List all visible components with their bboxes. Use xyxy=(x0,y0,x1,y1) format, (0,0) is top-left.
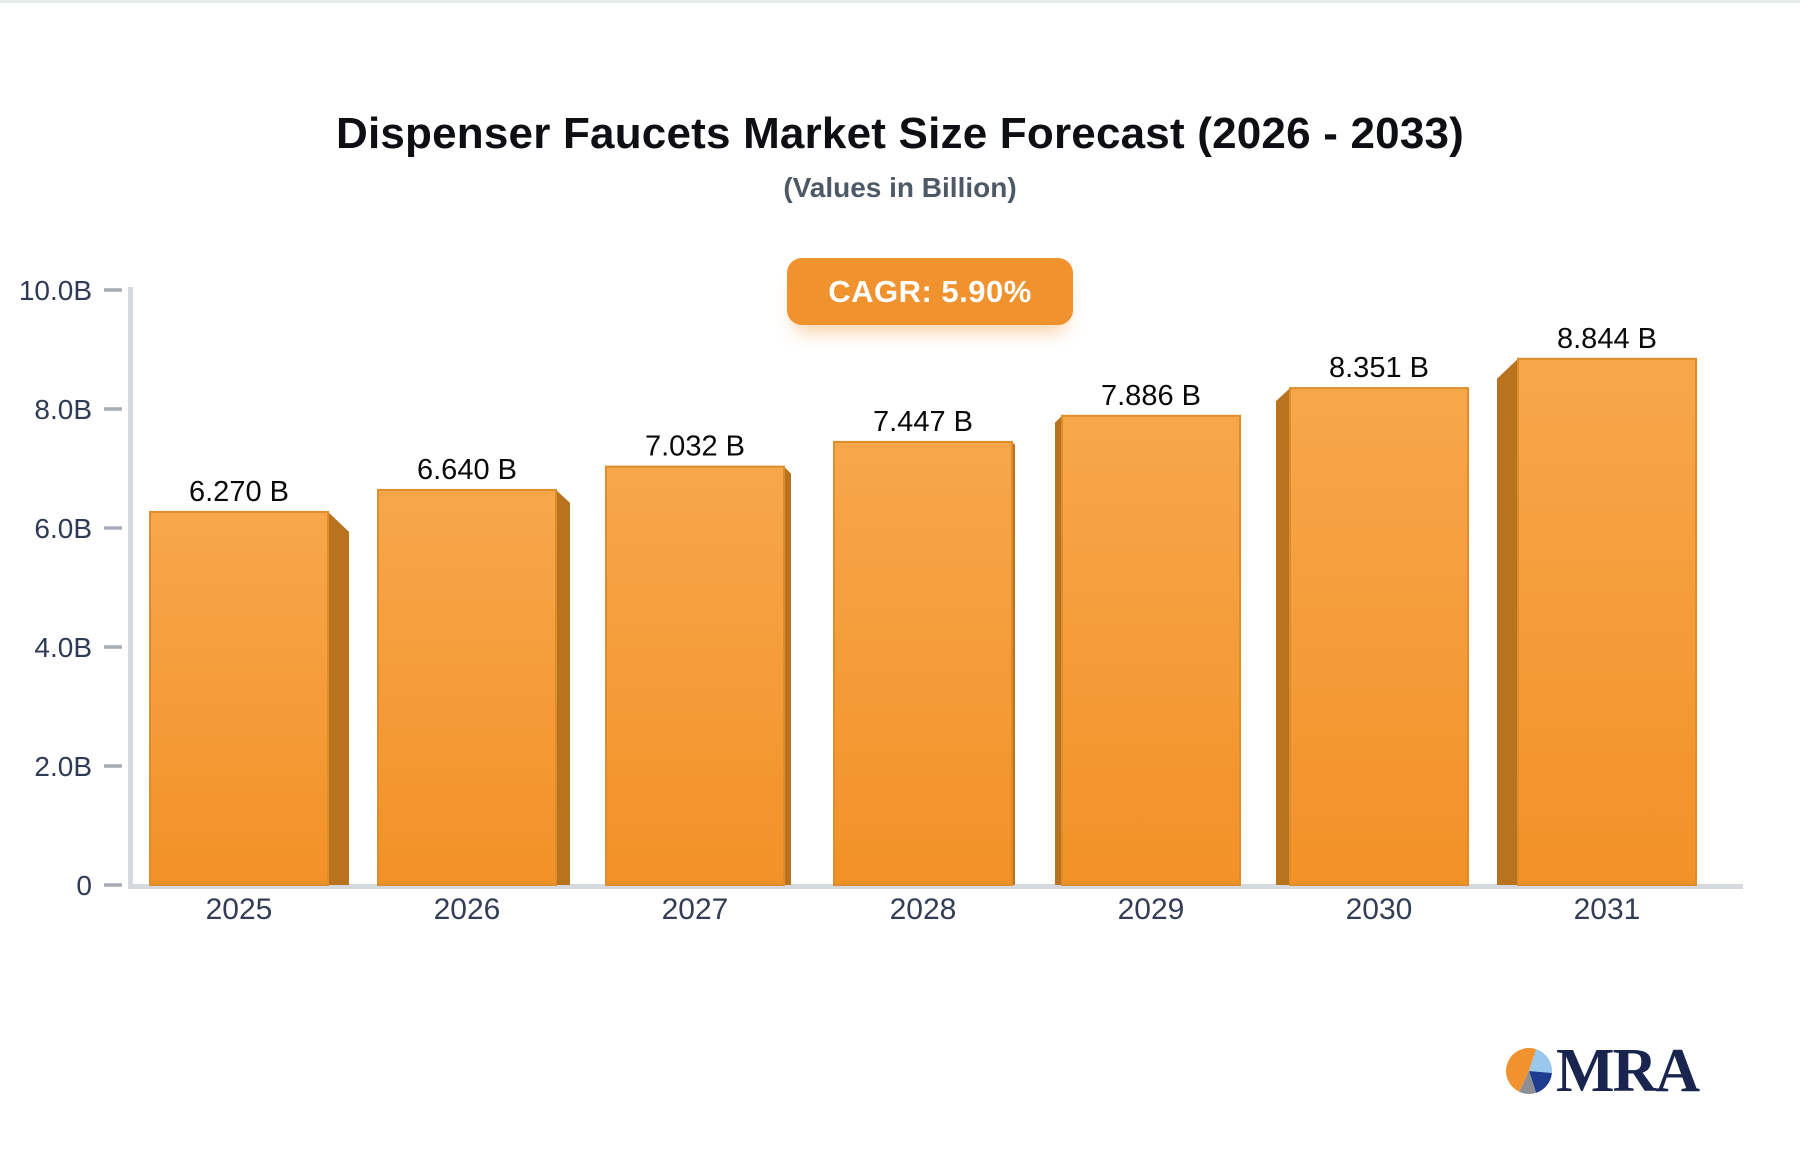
y-axis-line xyxy=(128,287,133,889)
bar-2025 xyxy=(149,510,329,886)
orange-slice xyxy=(1505,1048,1537,1092)
ytick-label-4.0B: 4.0B xyxy=(34,632,92,663)
bar-2031 xyxy=(1517,357,1697,887)
logo-text: MRA xyxy=(1556,1037,1700,1105)
bar-side-2029 xyxy=(1055,415,1062,885)
bar-2028 xyxy=(833,440,1013,886)
bar-side-2025 xyxy=(328,511,349,885)
bar-2030 xyxy=(1289,387,1469,886)
ytick-label-10.0B: 10.0B xyxy=(19,275,92,306)
ytick-label-8.0B: 8.0B xyxy=(34,394,92,425)
brand-logo: MRA xyxy=(1503,1037,1700,1105)
year-label-2027: 2027 xyxy=(662,893,729,926)
ytick-label-0: 0 xyxy=(76,870,92,901)
bar-side-2031 xyxy=(1497,358,1518,886)
cagr-badge-label: CAGR: 5.90% xyxy=(828,273,1032,309)
gray-slice xyxy=(1519,1071,1537,1094)
cagr-badge: CAGR: 5.90% xyxy=(787,258,1073,325)
value-label-2028: 7.447 B xyxy=(873,406,973,438)
value-label-2025: 6.270 B xyxy=(189,476,289,508)
top-border-line xyxy=(0,0,1800,3)
year-label-2028: 2028 xyxy=(890,893,957,926)
bar-side-2030 xyxy=(1276,388,1290,885)
bar-2026 xyxy=(377,488,557,886)
year-label-2031: 2031 xyxy=(1574,893,1641,926)
ytick-label-2.0B: 2.0B xyxy=(34,751,92,782)
chart-subtitle: (Values in Billion) xyxy=(783,172,1017,203)
bar-2027 xyxy=(605,465,785,886)
value-label-2030: 8.351 B xyxy=(1329,352,1429,384)
year-label-2026: 2026 xyxy=(434,893,501,926)
year-label-2025: 2025 xyxy=(206,893,273,926)
year-label-2029: 2029 xyxy=(1118,893,1185,926)
value-label-2026: 6.640 B xyxy=(417,454,517,486)
value-label-2029: 7.886 B xyxy=(1101,380,1201,412)
dark-blue-slice xyxy=(1529,1071,1552,1093)
chart-title: Dispenser Faucets Market Size Forecast (… xyxy=(335,109,1465,158)
pie-chart-icon xyxy=(1505,1048,1552,1094)
bar-2029 xyxy=(1061,414,1241,886)
year-label-2030: 2030 xyxy=(1346,893,1413,926)
value-label-2031: 8.844 B xyxy=(1557,323,1657,355)
bar-side-2027 xyxy=(784,466,791,885)
value-label-2027: 7.032 B xyxy=(645,431,745,463)
bar-side-2026 xyxy=(556,489,570,885)
x-axis-line xyxy=(128,884,1743,889)
light-blue-slice xyxy=(1529,1049,1552,1073)
ytick-label-6.0B: 6.0B xyxy=(34,513,92,544)
